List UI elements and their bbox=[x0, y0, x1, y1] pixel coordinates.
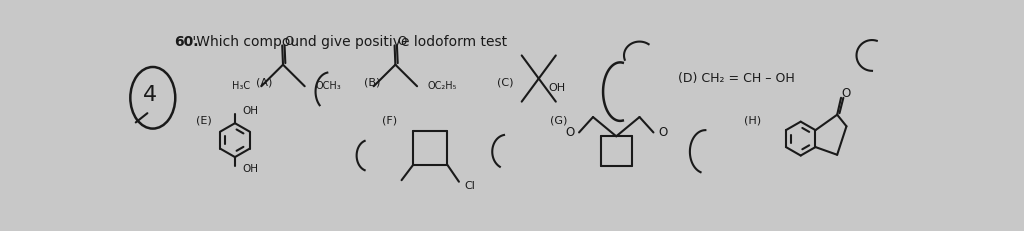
Text: (E): (E) bbox=[197, 116, 212, 126]
Text: (A): (A) bbox=[256, 77, 272, 87]
Text: OCH₃: OCH₃ bbox=[315, 81, 341, 91]
Text: (C): (C) bbox=[497, 77, 513, 87]
Text: O: O bbox=[565, 126, 574, 139]
Text: OH: OH bbox=[243, 164, 259, 174]
Text: 'Which compound give positive lodoform test: 'Which compound give positive lodoform t… bbox=[188, 35, 508, 49]
Text: (D) CH₂ = CH – OH: (D) CH₂ = CH – OH bbox=[678, 72, 795, 85]
Text: O: O bbox=[397, 35, 407, 48]
Text: 4: 4 bbox=[142, 85, 157, 106]
Text: H₃C: H₃C bbox=[232, 81, 251, 91]
Text: (B): (B) bbox=[365, 77, 381, 87]
Text: O: O bbox=[658, 126, 668, 139]
Text: O: O bbox=[842, 87, 851, 100]
Text: OH: OH bbox=[548, 83, 565, 93]
Text: 60.: 60. bbox=[174, 35, 199, 49]
Text: (G): (G) bbox=[550, 116, 567, 126]
Text: OC₂H₅: OC₂H₅ bbox=[428, 81, 458, 91]
Text: (H): (H) bbox=[744, 116, 761, 126]
Text: O: O bbox=[285, 35, 294, 48]
Text: OH: OH bbox=[243, 106, 259, 116]
Text: Cl: Cl bbox=[464, 181, 475, 191]
Text: (F): (F) bbox=[382, 116, 397, 126]
